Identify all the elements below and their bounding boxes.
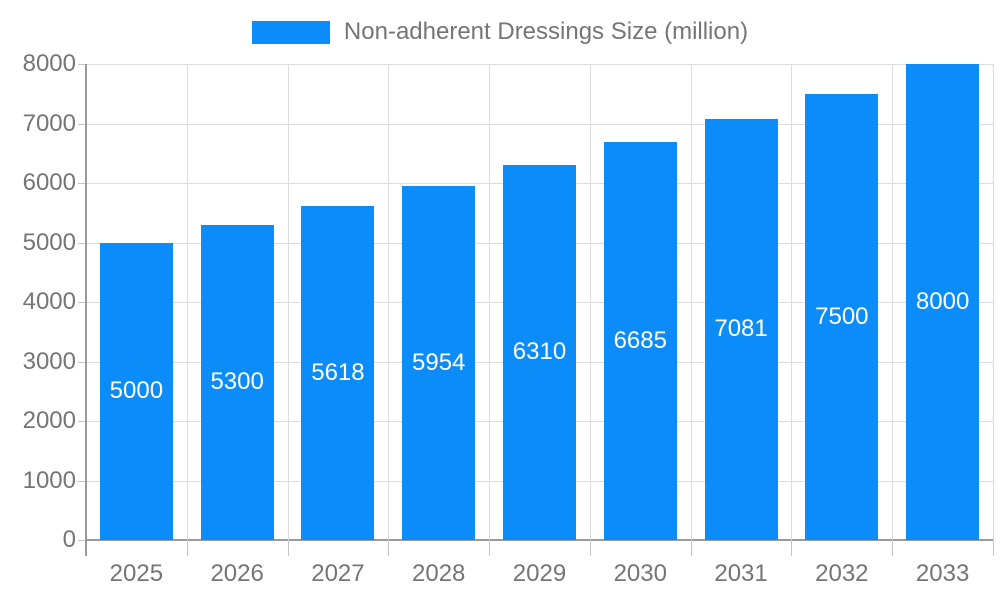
bar-value-label: 5618 bbox=[311, 358, 365, 386]
x-tick-mark bbox=[489, 540, 491, 556]
y-tick-mark bbox=[78, 540, 86, 541]
gridline bbox=[388, 64, 390, 540]
bar bbox=[301, 205, 375, 540]
gridline bbox=[791, 64, 793, 540]
bar bbox=[402, 185, 476, 540]
gridline bbox=[690, 64, 692, 540]
x-tick-label: 2027 bbox=[311, 560, 365, 587]
gridline bbox=[86, 64, 993, 65]
bar-value-label: 7081 bbox=[714, 315, 768, 343]
x-tick-label: 2032 bbox=[815, 560, 869, 587]
legend-item[interactable]: Non-adherent Dressings Size (million) bbox=[251, 18, 749, 46]
x-tick-mark bbox=[791, 540, 793, 556]
gridline bbox=[186, 64, 188, 540]
x-tick-mark bbox=[388, 540, 390, 556]
x-tick-label: 2026 bbox=[210, 560, 264, 587]
bar bbox=[906, 64, 980, 540]
gridline bbox=[86, 123, 993, 125]
y-tick-label: 4000 bbox=[22, 288, 76, 315]
x-axis-line bbox=[86, 539, 994, 541]
y-tick-mark bbox=[78, 480, 86, 482]
y-tick-mark bbox=[78, 64, 86, 65]
legend: Non-adherent Dressings Size (million) bbox=[0, 18, 1000, 46]
legend-swatch bbox=[251, 20, 330, 44]
y-tick-label: 7000 bbox=[22, 109, 76, 137]
y-tick-label: 8000 bbox=[22, 50, 76, 77]
y-tick-label: 3000 bbox=[22, 347, 76, 375]
bar bbox=[503, 164, 576, 540]
gridline bbox=[589, 64, 591, 540]
x-tick-mark bbox=[287, 540, 289, 556]
bar-value-label: 5300 bbox=[210, 368, 264, 396]
x-tick-mark bbox=[892, 540, 894, 556]
bar-value-label: 5000 bbox=[109, 377, 164, 405]
bar-value-label: 8000 bbox=[915, 288, 970, 315]
gridline bbox=[489, 64, 491, 540]
bar bbox=[603, 142, 677, 540]
y-tick-mark bbox=[78, 302, 86, 303]
legend-label: Non-adherent Dressings Size (million) bbox=[343, 18, 749, 45]
x-tick-mark bbox=[690, 540, 692, 556]
bar bbox=[805, 93, 879, 540]
bar-value-label: 7500 bbox=[815, 302, 869, 330]
y-tick-mark bbox=[78, 183, 86, 184]
x-tick-mark bbox=[186, 540, 188, 556]
y-tick-mark bbox=[78, 123, 86, 125]
y-axis-line bbox=[85, 64, 87, 556]
y-tick-label: 5000 bbox=[22, 228, 76, 256]
bar-value-label: 6685 bbox=[613, 327, 667, 355]
x-tick-label: 2025 bbox=[109, 560, 164, 587]
gridline bbox=[892, 64, 894, 540]
y-tick-label: 6000 bbox=[22, 169, 76, 196]
y-tick-label: 0 bbox=[62, 526, 76, 553]
bar-value-label: 5954 bbox=[412, 348, 466, 376]
y-tick-label: 2000 bbox=[22, 407, 76, 434]
x-tick-mark bbox=[589, 540, 591, 556]
bar-value-label: 6310 bbox=[512, 338, 567, 366]
y-tick-label: 1000 bbox=[22, 466, 76, 494]
y-tick-mark bbox=[78, 361, 86, 363]
bar bbox=[200, 224, 274, 540]
x-tick-label: 2033 bbox=[915, 560, 970, 587]
bar bbox=[704, 118, 778, 540]
x-tick-mark bbox=[993, 540, 994, 556]
y-tick-mark bbox=[78, 421, 86, 422]
x-tick-label: 2030 bbox=[613, 560, 667, 587]
x-tick-label: 2031 bbox=[714, 560, 768, 587]
gridline bbox=[287, 64, 289, 540]
x-tick-label: 2028 bbox=[412, 560, 466, 587]
gridline bbox=[993, 64, 994, 540]
y-tick-mark bbox=[78, 242, 86, 244]
bar bbox=[99, 242, 173, 540]
x-tick-label: 2029 bbox=[512, 560, 567, 587]
